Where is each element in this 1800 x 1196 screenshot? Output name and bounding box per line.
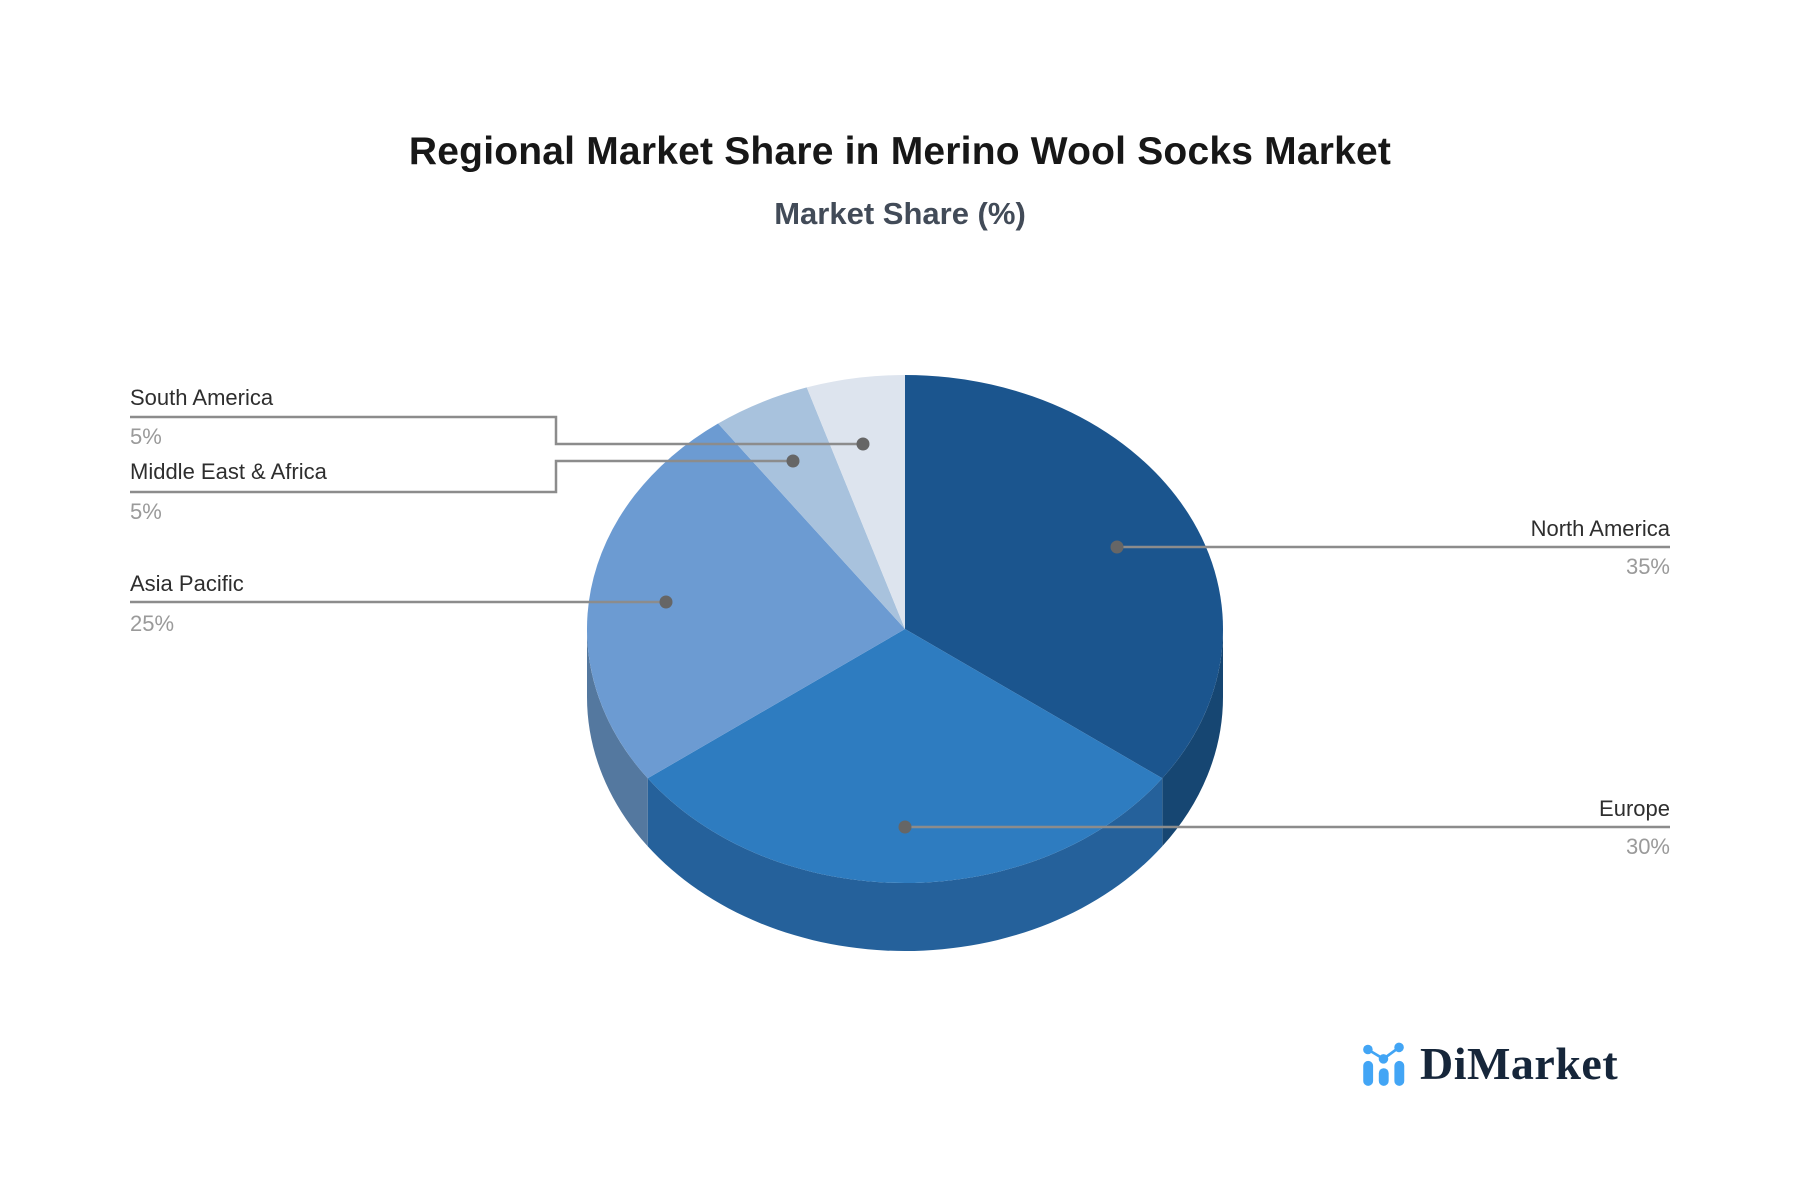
- leader-dot-middle-east-africa: [786, 454, 800, 468]
- leader-line-middle-east-africa: [130, 459, 793, 494]
- logo-text: DiMarket: [1420, 1037, 1619, 1089]
- chart-subtitle: Market Share (%): [774, 196, 1026, 231]
- leader-dot-europe: [898, 820, 912, 834]
- dimarket-logo: DiMarket: [1358, 1036, 1618, 1090]
- leader-dot-asia-pacific: [659, 595, 673, 609]
- pie-slice-middle-east-africa[interactable]: [718, 387, 905, 629]
- slice-label-south-america: South America: [130, 385, 274, 410]
- slice-value-north-america: 35%: [1625, 554, 1670, 579]
- slice-value-middle-east-africa: 5%: [130, 499, 162, 524]
- chart-title: Regional Market Share in Merino Wool Soc…: [408, 130, 1392, 173]
- slice-value-south-america: 5%: [130, 424, 162, 449]
- leader-lines: [130, 415, 1670, 834]
- slice-label-middle-east-africa: Middle East & Africa: [130, 459, 327, 484]
- pie-slice-side-asia-pacific: [587, 629, 648, 847]
- pie-slice-europe[interactable]: [647, 629, 1163, 884]
- pie-slice-south-america[interactable]: [806, 375, 905, 629]
- leader-dot-north-america: [1110, 540, 1124, 554]
- pie-slice-asia-pacific[interactable]: [586, 423, 905, 779]
- leader-line-south-america: [130, 415, 863, 446]
- slice-value-asia-pacific: 25%: [130, 611, 175, 636]
- pie-slice-side-europe: [647, 778, 1163, 952]
- pie-slice-north-america[interactable]: [905, 375, 1224, 779]
- leader-dot-south-america: [856, 437, 870, 451]
- slice-value-europe: 30%: [1625, 834, 1670, 859]
- pie-slice-side-north-america: [1162, 629, 1223, 847]
- slice-label-asia-pacific: Asia Pacific: [130, 571, 244, 596]
- bar-chart-with-trend-dots-icon: [1363, 1042, 1405, 1086]
- slice-label-europe: Europe: [1599, 796, 1670, 821]
- pie-slices: [586, 375, 1224, 952]
- slice-label-north-america: North America: [1530, 516, 1670, 541]
